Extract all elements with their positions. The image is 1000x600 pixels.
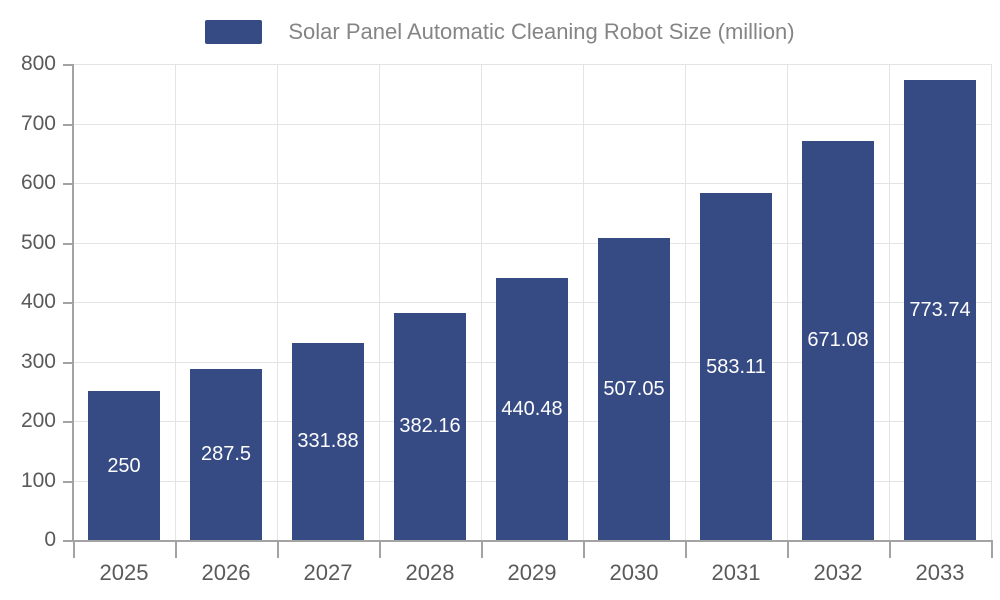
legend[interactable]: Solar Panel Automatic Cleaning Robot Siz…	[0, 14, 1000, 50]
x-gridline	[379, 64, 380, 540]
x-axis-line	[72, 540, 992, 542]
x-gridline	[685, 64, 686, 540]
legend-swatch	[205, 20, 263, 44]
x-axis-tick-label: 2029	[507, 560, 557, 585]
y-axis-tick-label: 200	[20, 409, 56, 432]
y-axis-line	[72, 64, 74, 541]
bar	[292, 343, 364, 540]
bar	[88, 391, 160, 540]
bar-value-label: 440.48	[501, 398, 563, 420]
x-axis-tick-label: 2026	[201, 560, 251, 585]
bar-value-label: 287.5	[200, 443, 252, 465]
y-gridline	[73, 183, 991, 184]
bar-value-label: 671.08	[807, 329, 869, 351]
y-axis-tick	[63, 481, 73, 483]
x-axis-tick-label: 2025	[99, 560, 149, 585]
y-axis-tick-label: 100	[20, 469, 56, 492]
x-axis-tick	[889, 540, 891, 558]
x-axis-tick	[685, 540, 687, 558]
bar-value-label: 250	[107, 455, 141, 477]
bar	[394, 313, 466, 540]
x-axis-tick	[583, 540, 585, 558]
y-gridline	[73, 124, 991, 125]
bar-value-label: 507.05	[603, 378, 665, 400]
y-axis-tick	[63, 64, 73, 66]
x-gridline	[787, 64, 788, 540]
bar	[700, 193, 772, 540]
y-axis-tick	[63, 243, 73, 245]
x-axis-tick	[481, 540, 483, 558]
x-axis-tick	[73, 540, 75, 558]
y-axis-tick-label: 400	[20, 290, 56, 313]
x-axis-tick	[175, 540, 177, 558]
x-axis-tick	[379, 540, 381, 558]
x-axis-tick	[277, 540, 279, 558]
legend-label: Solar Panel Automatic Cleaning Robot Siz…	[288, 19, 795, 44]
y-axis-tick	[63, 362, 73, 364]
x-axis-tick-label: 2031	[711, 560, 761, 585]
y-gridline	[73, 243, 991, 244]
x-axis-tick-label: 2033	[915, 560, 965, 585]
y-axis-tick	[63, 124, 73, 126]
bar	[496, 278, 568, 540]
x-gridline	[481, 64, 482, 540]
y-axis-tick-label: 700	[20, 112, 56, 135]
y-axis-tick	[63, 302, 73, 304]
y-axis-tick-label: 0	[44, 528, 56, 551]
bar	[190, 369, 262, 540]
y-axis-tick-label: 800	[20, 52, 56, 75]
bar-value-label: 382.16	[399, 415, 461, 437]
y-axis-tick-label: 600	[20, 171, 56, 194]
x-axis-tick	[991, 540, 993, 558]
x-gridline	[175, 64, 176, 540]
y-axis-tick	[63, 540, 73, 542]
x-axis-tick	[787, 540, 789, 558]
bar-value-label: 773.74	[909, 299, 971, 321]
y-axis-tick	[63, 421, 73, 423]
x-gridline	[277, 64, 278, 540]
bar-value-label: 583.11	[706, 356, 766, 378]
x-gridline	[991, 64, 992, 540]
y-axis-tick	[63, 183, 73, 185]
bar	[904, 80, 976, 540]
x-gridline	[889, 64, 890, 540]
y-axis-tick-label: 300	[20, 350, 56, 373]
bar	[802, 141, 874, 540]
x-axis-tick-label: 2032	[813, 560, 863, 585]
y-axis-tick-label: 500	[20, 231, 56, 254]
x-axis-tick-label: 2030	[609, 560, 659, 585]
x-axis-tick-label: 2027	[303, 560, 353, 585]
y-gridline	[73, 64, 991, 65]
x-gridline	[583, 64, 584, 540]
x-axis-tick-label: 2028	[405, 560, 455, 585]
bar	[598, 238, 670, 540]
bar-value-label: 331.88	[297, 430, 359, 452]
